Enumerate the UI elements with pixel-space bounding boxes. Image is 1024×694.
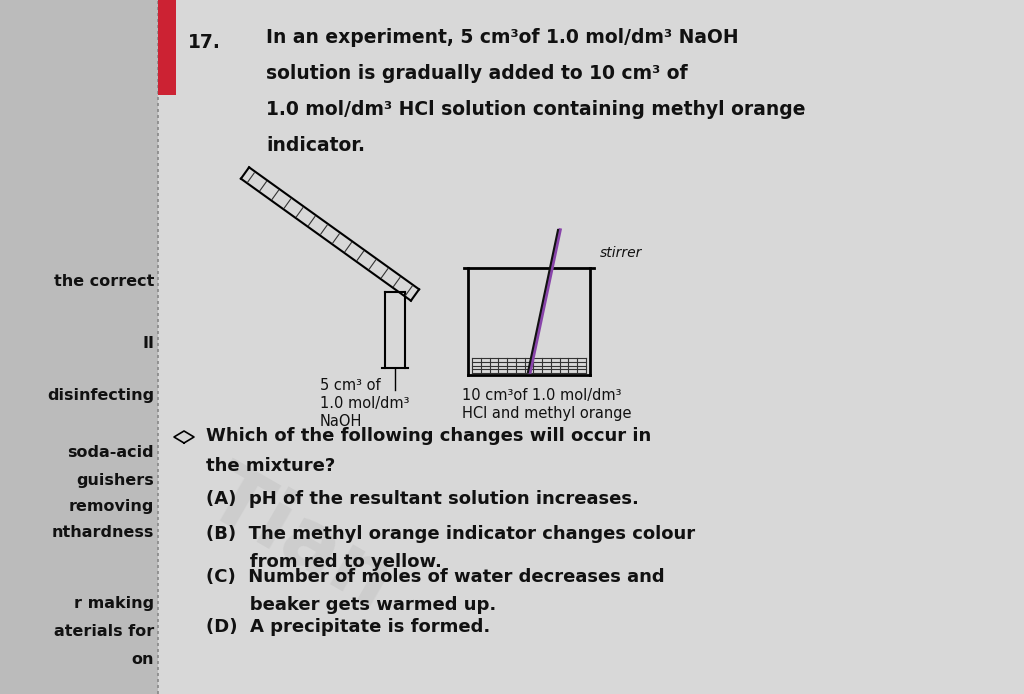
Text: II: II bbox=[142, 336, 154, 351]
Text: indicator.: indicator. bbox=[266, 136, 365, 155]
Text: (B)  The methyl orange indicator changes colour: (B) The methyl orange indicator changes … bbox=[206, 525, 695, 543]
Text: r making: r making bbox=[74, 596, 154, 611]
Text: Which of the following changes will occur in: Which of the following changes will occu… bbox=[206, 427, 651, 445]
Text: (D)  A precipitate is formed.: (D) A precipitate is formed. bbox=[206, 618, 490, 636]
Text: 1.0 mol/dm³: 1.0 mol/dm³ bbox=[319, 396, 410, 411]
Text: solution is gradually added to 10 cm³ of: solution is gradually added to 10 cm³ of bbox=[266, 64, 688, 83]
Text: beaker gets warmed up.: beaker gets warmed up. bbox=[206, 596, 497, 614]
Text: 5 cm³ of: 5 cm³ of bbox=[319, 378, 381, 393]
Bar bbox=[0, 0, 158, 694]
Text: 17.: 17. bbox=[188, 33, 221, 52]
Text: HCl and methyl orange: HCl and methyl orange bbox=[462, 406, 632, 421]
Bar bbox=[158, 0, 1024, 694]
Text: removing: removing bbox=[69, 499, 154, 514]
Text: aterials for: aterials for bbox=[53, 624, 154, 639]
Text: nthardness: nthardness bbox=[51, 525, 154, 541]
Text: on: on bbox=[131, 652, 154, 667]
Text: from red to yellow.: from red to yellow. bbox=[206, 553, 442, 571]
Text: the mixture?: the mixture? bbox=[206, 457, 335, 475]
Bar bbox=[158, 0, 176, 95]
Text: guishers: guishers bbox=[76, 473, 154, 488]
Text: disinfecting: disinfecting bbox=[47, 388, 154, 403]
Text: 1.0 mol/dm³ HCl solution containing methyl orange: 1.0 mol/dm³ HCl solution containing meth… bbox=[266, 100, 806, 119]
Text: 10 cm³of 1.0 mol/dm³: 10 cm³of 1.0 mol/dm³ bbox=[462, 388, 622, 403]
Text: the correct: the correct bbox=[53, 273, 154, 289]
Text: In an experiment, 5 cm³of 1.0 mol/dm³ NaOH: In an experiment, 5 cm³of 1.0 mol/dm³ Na… bbox=[266, 28, 738, 47]
Text: NaOH: NaOH bbox=[319, 414, 362, 429]
Text: soda-acid: soda-acid bbox=[68, 445, 154, 460]
Text: (C)  Number of moles of water decreases and: (C) Number of moles of water decreases a… bbox=[206, 568, 665, 586]
Text: Tian: Tian bbox=[193, 455, 408, 625]
Text: stirrer: stirrer bbox=[600, 246, 642, 260]
Text: (A)  pH of the resultant solution increases.: (A) pH of the resultant solution increas… bbox=[206, 490, 639, 508]
